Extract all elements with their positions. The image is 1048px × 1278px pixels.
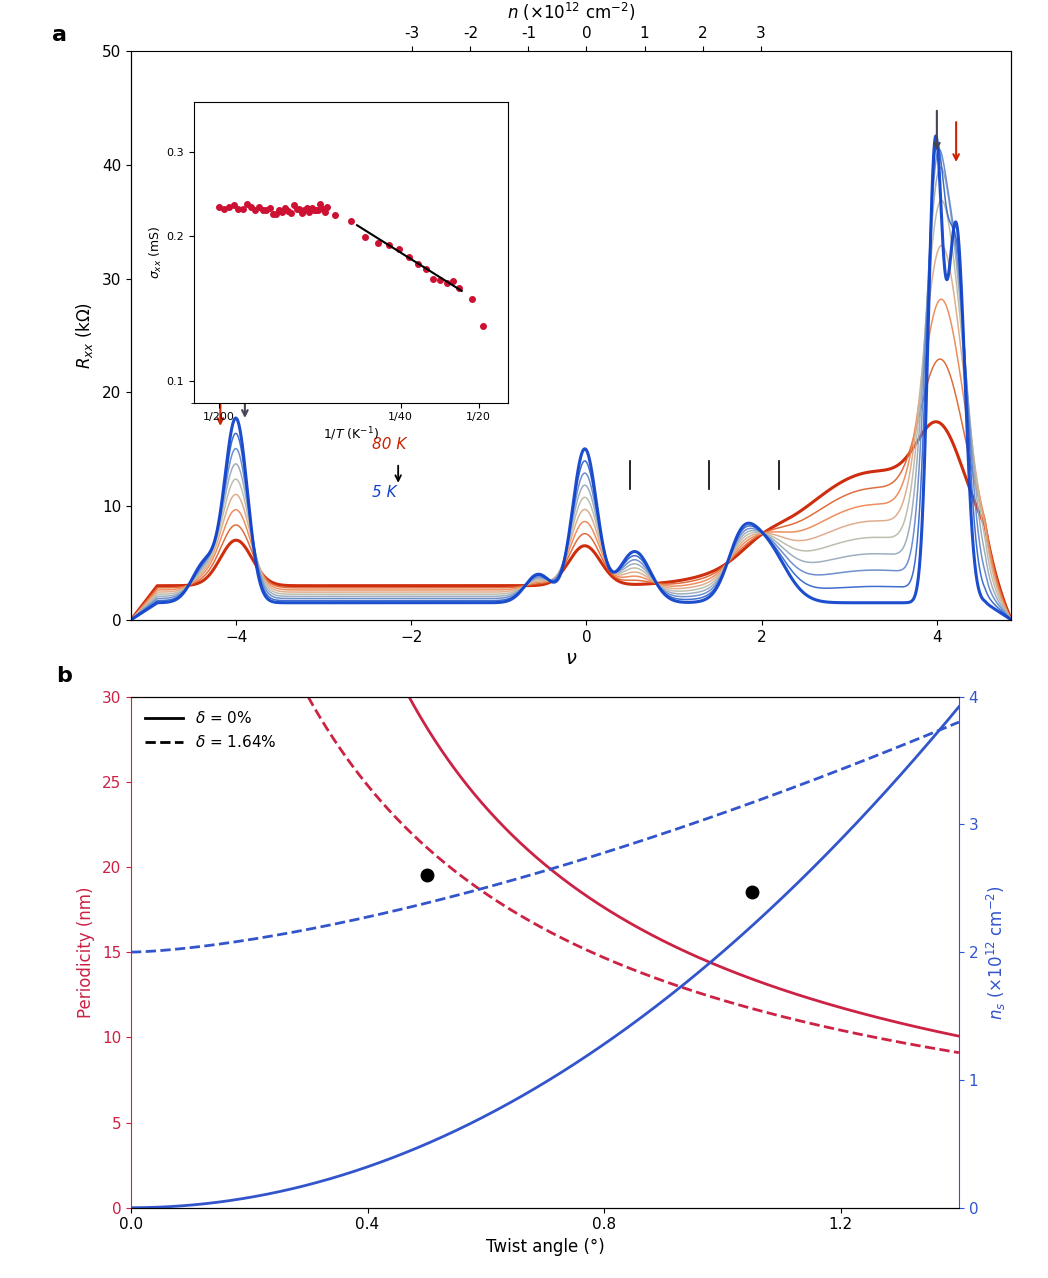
Point bbox=[312, 193, 329, 213]
Point bbox=[409, 253, 425, 273]
Point bbox=[285, 194, 302, 215]
Point bbox=[216, 199, 233, 220]
Point bbox=[283, 202, 300, 222]
X-axis label: $n$ ($\times$10$^{12}$ cm$^{-2}$): $n$ ($\times$10$^{12}$ cm$^{-2}$) bbox=[507, 1, 635, 23]
Point bbox=[310, 201, 327, 221]
Point bbox=[380, 235, 397, 256]
Point bbox=[246, 199, 263, 220]
Point bbox=[301, 202, 318, 222]
Text: a: a bbox=[51, 26, 67, 46]
Point bbox=[400, 247, 417, 267]
Point bbox=[451, 277, 467, 298]
Point bbox=[221, 197, 238, 217]
Point bbox=[327, 204, 344, 225]
Point bbox=[290, 198, 307, 219]
Text: 80 K: 80 K bbox=[372, 437, 407, 452]
Point bbox=[319, 197, 335, 217]
X-axis label: $1/T$ (K$^{-1}$): $1/T$ (K$^{-1}$) bbox=[323, 426, 379, 442]
Point bbox=[235, 199, 252, 220]
X-axis label: Twist angle (°): Twist angle (°) bbox=[485, 1238, 605, 1256]
Point bbox=[288, 199, 305, 220]
Point bbox=[270, 201, 287, 221]
Point bbox=[293, 202, 310, 222]
Point bbox=[314, 198, 331, 219]
Point bbox=[438, 273, 455, 294]
Point bbox=[274, 202, 290, 222]
Point bbox=[255, 199, 271, 220]
Legend: $\delta$ = 0%, $\delta$ = 1.64%: $\delta$ = 0%, $\delta$ = 1.64% bbox=[138, 704, 283, 757]
Point bbox=[243, 197, 260, 217]
X-axis label: $\nu$: $\nu$ bbox=[565, 649, 577, 667]
Point bbox=[370, 233, 387, 253]
Point bbox=[258, 199, 275, 220]
Point bbox=[303, 198, 320, 219]
Point bbox=[267, 203, 284, 224]
Text: b: b bbox=[57, 666, 72, 686]
Point bbox=[343, 211, 359, 231]
Y-axis label: Periodicity (nm): Periodicity (nm) bbox=[77, 887, 95, 1017]
Point bbox=[417, 259, 434, 280]
Point bbox=[357, 226, 374, 247]
Point bbox=[432, 270, 449, 290]
Point bbox=[296, 201, 312, 221]
Point bbox=[308, 199, 325, 220]
Point bbox=[225, 194, 242, 215]
Point bbox=[475, 316, 492, 336]
Y-axis label: $n_s$ ($\times$10$^{12}$ cm$^{-2}$): $n_s$ ($\times$10$^{12}$ cm$^{-2}$) bbox=[985, 884, 1008, 1020]
Y-axis label: $\sigma_{xx}$ (mS): $\sigma_{xx}$ (mS) bbox=[148, 226, 163, 279]
Point bbox=[211, 197, 227, 217]
Point bbox=[250, 197, 267, 217]
Point bbox=[299, 198, 315, 219]
Point bbox=[277, 198, 293, 219]
Point bbox=[305, 201, 322, 221]
Point bbox=[444, 271, 461, 291]
Point bbox=[280, 201, 297, 221]
Point bbox=[463, 289, 480, 309]
Text: 5 K: 5 K bbox=[372, 484, 396, 500]
Y-axis label: $R_{xx}$ (k$\Omega$): $R_{xx}$ (k$\Omega$) bbox=[74, 302, 95, 369]
Point bbox=[391, 239, 408, 259]
Point bbox=[261, 198, 278, 219]
Point bbox=[316, 202, 333, 222]
Point bbox=[231, 199, 247, 220]
Point bbox=[239, 194, 256, 215]
Point bbox=[264, 204, 281, 225]
Point bbox=[424, 268, 441, 289]
